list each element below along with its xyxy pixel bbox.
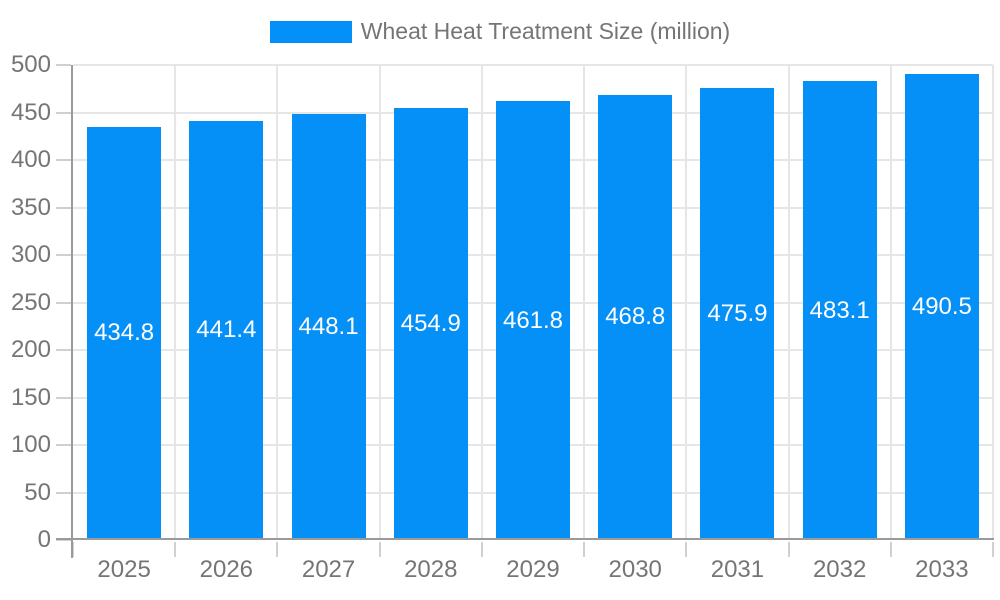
y-axis-tick: [56, 111, 71, 114]
bar-2025[interactable]: 434.8: [87, 126, 162, 540]
x-axis-category-label: 2026: [199, 556, 254, 583]
y-axis-tick: [56, 206, 71, 209]
y-axis-tick: [56, 301, 71, 304]
y-axis-tick-label: 450: [10, 98, 51, 126]
x-axis-tick: [787, 542, 790, 557]
x-axis-tick: [992, 542, 994, 557]
x-axis-category-label: 2027: [301, 556, 356, 583]
bar-value-label: 490.5: [911, 293, 972, 320]
x-axis-tick: [378, 542, 381, 557]
y-axis-tick-label: 200: [10, 336, 51, 363]
x-axis-tick: [174, 542, 177, 557]
y-axis-tick-label: 250: [10, 288, 51, 316]
legend-swatch-icon: [269, 20, 352, 43]
x-axis-category-label: 2031: [710, 556, 765, 583]
bar-2028[interactable]: 454.9: [393, 107, 468, 540]
x-axis-tick: [480, 542, 483, 557]
x-axis-category-label: 2025: [97, 556, 151, 583]
plot-area: 0 50 100 150 200 250 300 350 400 450 500 434.8 2025 4…: [11, 51, 994, 583]
legend-label: Wheat Heat Treatment Size (million): [360, 18, 731, 44]
bar-value-label: 468.8: [605, 303, 666, 331]
x-axis-category-label: 2030: [608, 556, 662, 583]
bar-2032[interactable]: 483.1: [802, 81, 877, 540]
x-axis-line: [56, 538, 994, 540]
bar-2027[interactable]: 448.1: [291, 114, 366, 540]
bar-2026[interactable]: 441.4: [189, 120, 264, 540]
bar-value-label: 461.8: [502, 306, 564, 334]
vertical-gridline: [685, 65, 688, 540]
bar-2031[interactable]: 475.9: [700, 87, 775, 540]
y-axis-line: [71, 65, 73, 558]
vertical-gridline: [378, 65, 381, 540]
x-axis-tick: [889, 542, 892, 557]
bar-2029[interactable]: 461.8: [496, 101, 570, 540]
vertical-gridline: [889, 65, 892, 540]
bar-value-label: 454.9: [400, 309, 461, 337]
y-axis-tick: [56, 349, 71, 351]
bar-value-label: 434.8: [94, 319, 155, 347]
bar-value-label: 475.9: [707, 299, 768, 327]
y-axis-tick: [56, 64, 71, 66]
y-axis-tick-label: 400: [10, 146, 51, 173]
y-axis-tick-label: 150: [10, 383, 51, 411]
y-axis-tick-label: 300: [10, 241, 51, 268]
y-axis-tick-label: 0: [37, 526, 51, 553]
vertical-gridline: [583, 65, 586, 540]
vertical-gridline: [787, 65, 790, 540]
y-axis-tick-label: 100: [10, 431, 51, 458]
bar-value-label: 441.4: [196, 316, 257, 344]
legend-item[interactable]: Wheat Heat Treatment Size (million): [269, 18, 731, 45]
x-axis-tick: [72, 542, 74, 557]
vertical-gridline: [174, 65, 177, 540]
y-axis-tick: [56, 444, 71, 446]
y-axis-tick-label: 50: [24, 478, 51, 506]
y-axis-tick-label: 350: [10, 193, 51, 221]
x-axis-category-label: 2028: [404, 556, 458, 583]
bar-value-label: 448.1: [298, 313, 359, 341]
vertical-gridline: [480, 65, 483, 540]
bar-2030[interactable]: 468.8: [598, 94, 673, 540]
bar-2033[interactable]: 490.5: [904, 74, 979, 540]
vertical-gridline: [276, 65, 279, 540]
horizontal-gridline: [73, 64, 993, 66]
x-axis-tick: [276, 542, 279, 557]
chart-legend: Wheat Heat Treatment Size (million): [0, 18, 1000, 45]
bar-value-label: 483.1: [809, 296, 870, 324]
x-axis-category-label: 2032: [812, 556, 867, 583]
y-axis-tick: [56, 254, 71, 256]
y-axis-tick: [56, 491, 71, 494]
y-axis-tick: [56, 539, 71, 541]
y-axis-tick: [56, 159, 71, 161]
y-axis-tick-label: 500: [10, 51, 51, 78]
x-axis-category-label: 2029: [506, 556, 560, 583]
vertical-gridline: [992, 65, 994, 540]
x-axis-tick: [583, 542, 586, 557]
y-axis-tick: [56, 396, 71, 399]
x-axis-category-label: 2033: [915, 556, 969, 583]
x-axis-tick: [685, 542, 688, 557]
